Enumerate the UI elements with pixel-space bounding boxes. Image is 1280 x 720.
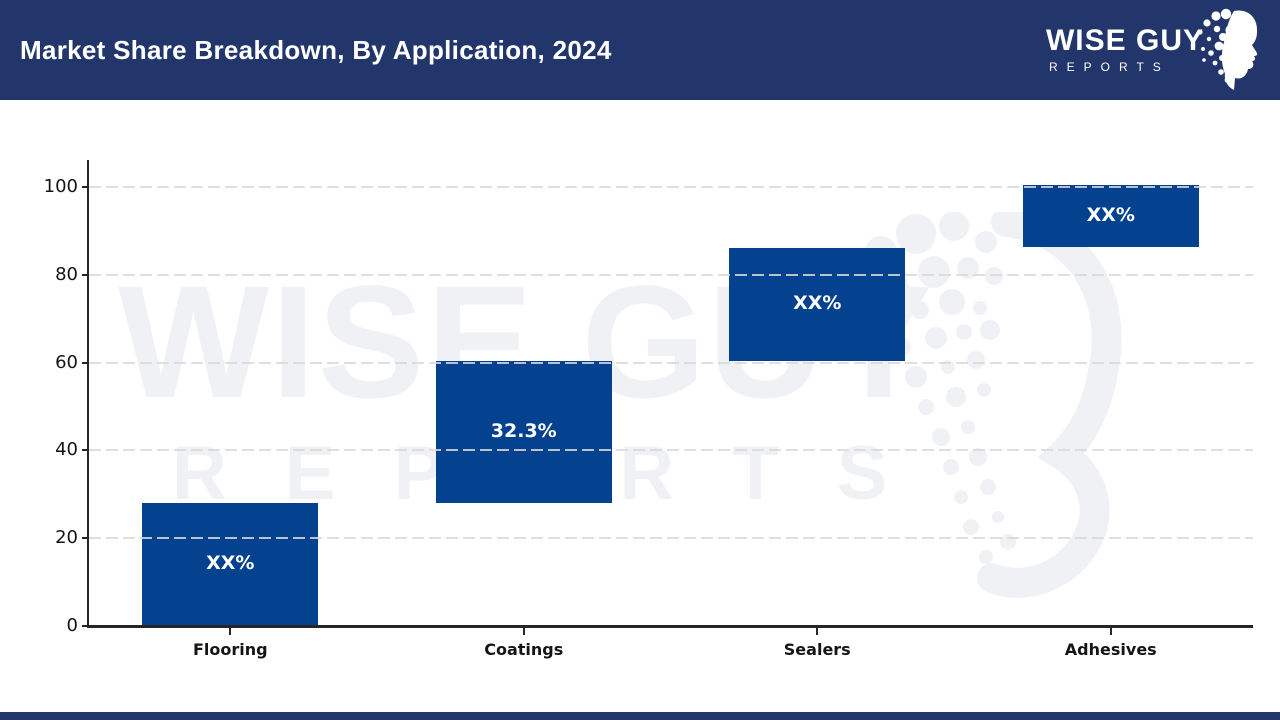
footer-bar [0, 712, 1280, 720]
chart-area: WISE GUY REPORTS 020406080100XX%Flooring… [0, 100, 1280, 712]
gridline [89, 537, 1253, 540]
wise-guy-logo: WISE GUY REPORTS [1016, 6, 1266, 94]
header-bar: Market Share Breakdown, By Application, … [0, 0, 1280, 100]
x-axis-tick [522, 628, 525, 635]
y-tick-label: 40 [55, 439, 78, 461]
y-axis-tick [82, 361, 89, 364]
y-axis-tick [82, 537, 89, 540]
x-axis-tick [816, 628, 819, 635]
y-tick-label: 100 [43, 176, 78, 197]
y-tick-label: 80 [55, 263, 78, 285]
gridline [89, 273, 1253, 276]
y-axis [87, 160, 89, 627]
logo-text: WISE GUY REPORTS [1045, 24, 1204, 75]
y-axis-tick [82, 449, 89, 452]
gridline [89, 449, 1253, 452]
y-axis-tick [82, 186, 89, 188]
x-axis-tick [1109, 628, 1112, 635]
bar-value-label: 32.3% [490, 419, 557, 442]
x-axis [87, 625, 1253, 628]
x-tick-label: Flooring [192, 640, 268, 659]
bar [1022, 185, 1199, 248]
x-tick-label: Adhesives [1064, 640, 1157, 659]
gridline [89, 361, 1253, 364]
bar [435, 360, 612, 503]
logo-subtitle: REPORTS [1048, 60, 1170, 74]
y-tick-label: 0 [66, 615, 78, 636]
chart-title: Market Share Breakdown, By Application, … [20, 34, 612, 65]
bar-value-label: XX% [206, 552, 255, 575]
x-axis-tick [229, 628, 232, 635]
bar-value-label: XX% [793, 292, 842, 315]
y-tick-label: 60 [55, 351, 78, 373]
watermark-face-icon [865, 212, 1122, 598]
x-tick-label: Sealers [783, 640, 851, 659]
bar [142, 502, 319, 626]
bar-value-label: XX% [1086, 204, 1135, 227]
y-axis-tick [82, 273, 89, 276]
x-tick-label: Coatings [484, 640, 564, 659]
y-tick-label: 20 [55, 527, 78, 549]
gridline [89, 186, 1253, 188]
logo-wordmark: WISE GUY [1045, 24, 1204, 57]
logo-face-icon [1197, 8, 1258, 90]
bar [729, 247, 906, 361]
y-axis-tick [82, 625, 89, 627]
